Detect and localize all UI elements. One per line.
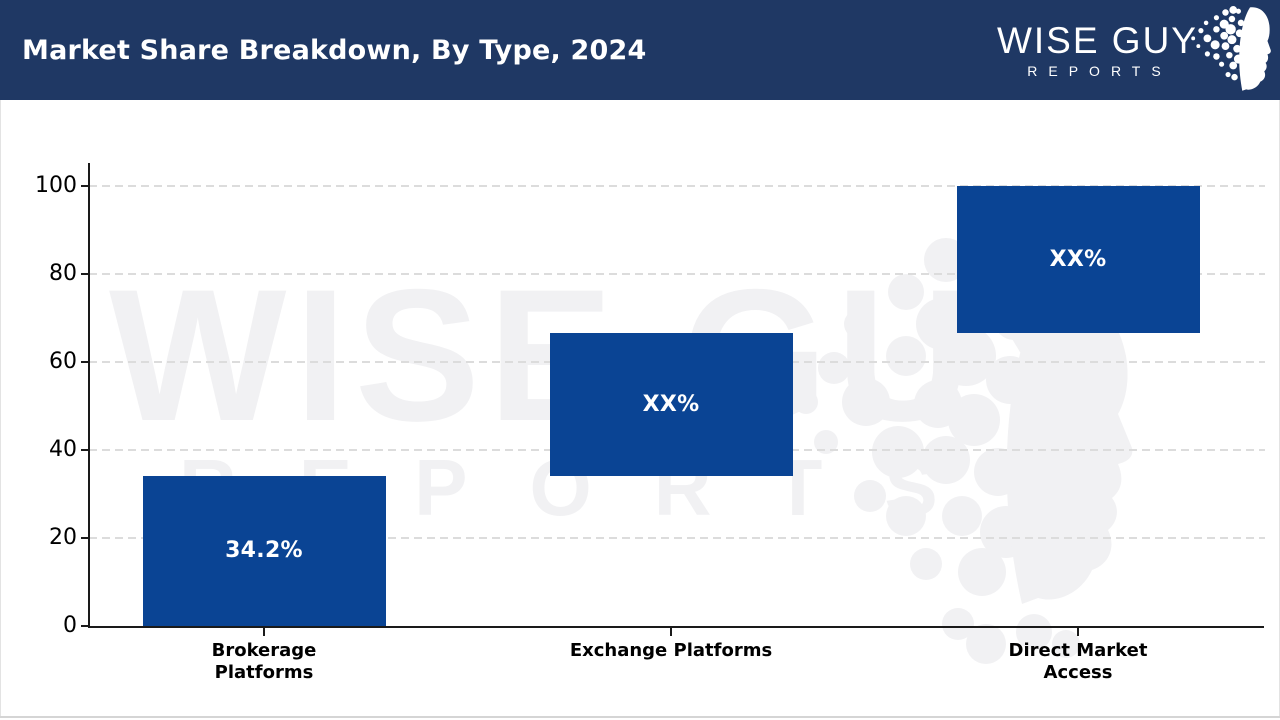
y-tick-0 — [81, 625, 89, 627]
y-tick-label-80: 80 — [49, 261, 77, 286]
x-category-label-line: Exchange Platforms — [569, 640, 773, 661]
y-tick-80 — [81, 273, 89, 275]
x-tick-2 — [670, 628, 672, 636]
page-title: Market Share Breakdown, By Type, 2024 — [22, 34, 647, 66]
bar-value-label: 34.2% — [225, 538, 303, 564]
gridline-80 — [89, 273, 1265, 275]
bar-1: 34.2% — [142, 475, 386, 626]
y-tick-20 — [81, 537, 89, 539]
x-category-label-line: Access — [1043, 662, 1113, 683]
x-category-label-3: Direct Market Access — [908, 640, 1248, 684]
bottom-divider — [0, 716, 1280, 718]
y-tick-label-40: 40 — [49, 437, 77, 462]
x-category-label-1: Brokerage Platforms — [94, 640, 434, 684]
brand-logo: WISE GUY REPORTS — [997, 0, 1272, 100]
x-category-label-2: Exchange Platforms — [501, 640, 841, 662]
logo-wordmark: WISE GUY — [996, 19, 1198, 61]
header-bar: Market Share Breakdown, By Type, 2024 WI… — [0, 0, 1280, 100]
bar-3: XX% — [956, 186, 1200, 333]
bar-2: XX% — [549, 332, 793, 476]
y-tick-label-0: 0 — [63, 613, 77, 638]
logo-subtext: REPORTS — [1027, 62, 1172, 79]
gridline-20 — [89, 537, 1265, 539]
logo-face-icon — [1191, 6, 1271, 91]
y-tick-60 — [81, 361, 89, 363]
chart-area: WISE GUY REPORTS 0 20 40 60 80 100 34.2% Broker… — [0, 100, 1280, 716]
bar-value-label: XX% — [642, 391, 700, 417]
x-category-label-line: Brokerage — [211, 640, 317, 661]
bar-value-label: XX% — [1049, 246, 1107, 272]
y-tick-label-100: 100 — [35, 173, 77, 198]
brand-logo-text: WISE GUY REPORTS — [996, 19, 1198, 79]
x-tick-1 — [263, 628, 265, 636]
x-category-label-line: Platforms — [214, 662, 314, 683]
x-axis-spine — [88, 626, 1264, 628]
x-category-label-line: Direct Market — [1008, 640, 1148, 661]
y-tick-label-20: 20 — [49, 525, 77, 550]
y-axis-spine — [88, 163, 90, 628]
x-tick-3 — [1077, 628, 1079, 636]
y-tick-40 — [81, 449, 89, 451]
y-tick-label-60: 60 — [49, 349, 77, 374]
gridline-100 — [89, 185, 1265, 187]
y-tick-100 — [81, 185, 89, 187]
